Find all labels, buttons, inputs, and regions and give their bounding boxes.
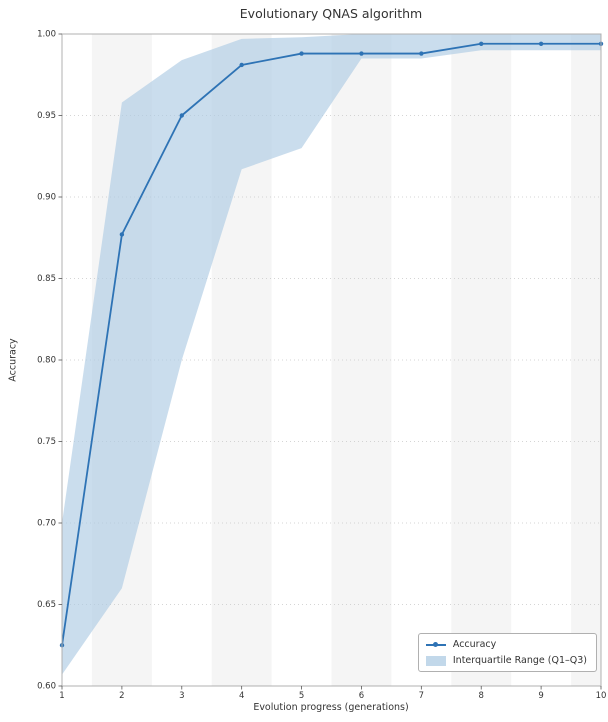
accuracy-line-swatch-icon bbox=[425, 642, 446, 647]
svg-text:0.65: 0.65 bbox=[37, 600, 56, 610]
svg-text:2: 2 bbox=[119, 691, 124, 701]
svg-text:0.70: 0.70 bbox=[37, 519, 56, 529]
svg-text:5: 5 bbox=[299, 691, 304, 701]
svg-text:0.95: 0.95 bbox=[37, 111, 56, 121]
chart-title: Evolutionary QNAS algorithm bbox=[239, 6, 423, 21]
svg-text:3: 3 bbox=[179, 691, 184, 701]
svg-text:9: 9 bbox=[538, 691, 543, 701]
iqr-band-swatch-icon bbox=[425, 655, 446, 666]
svg-text:4: 4 bbox=[239, 691, 244, 701]
svg-text:10: 10 bbox=[596, 691, 607, 701]
legend-item-iqr: Interquartile Range (Q1–Q3) bbox=[425, 655, 587, 666]
svg-text:6: 6 bbox=[359, 691, 364, 701]
legend-label-accuracy: Accuracy bbox=[452, 639, 497, 650]
svg-text:0.75: 0.75 bbox=[37, 437, 56, 447]
svg-text:0.60: 0.60 bbox=[37, 682, 56, 692]
x-axis-label: Evolution progress (generations) bbox=[253, 702, 409, 713]
svg-text:8: 8 bbox=[479, 691, 484, 701]
chart-legend: Accuracy Interquartile Range (Q1–Q3) bbox=[417, 633, 597, 672]
svg-text:0.85: 0.85 bbox=[37, 274, 56, 284]
svg-text:7: 7 bbox=[419, 691, 424, 701]
svg-text:1: 1 bbox=[59, 691, 64, 701]
accuracy-marker-icon bbox=[433, 642, 439, 647]
svg-text:1.00: 1.00 bbox=[37, 30, 56, 40]
legend-label-iqr: Interquartile Range (Q1–Q3) bbox=[452, 655, 587, 666]
svg-text:0.90: 0.90 bbox=[37, 193, 56, 203]
legend-item-accuracy: Accuracy bbox=[425, 639, 587, 650]
svg-text:0.80: 0.80 bbox=[37, 356, 56, 366]
